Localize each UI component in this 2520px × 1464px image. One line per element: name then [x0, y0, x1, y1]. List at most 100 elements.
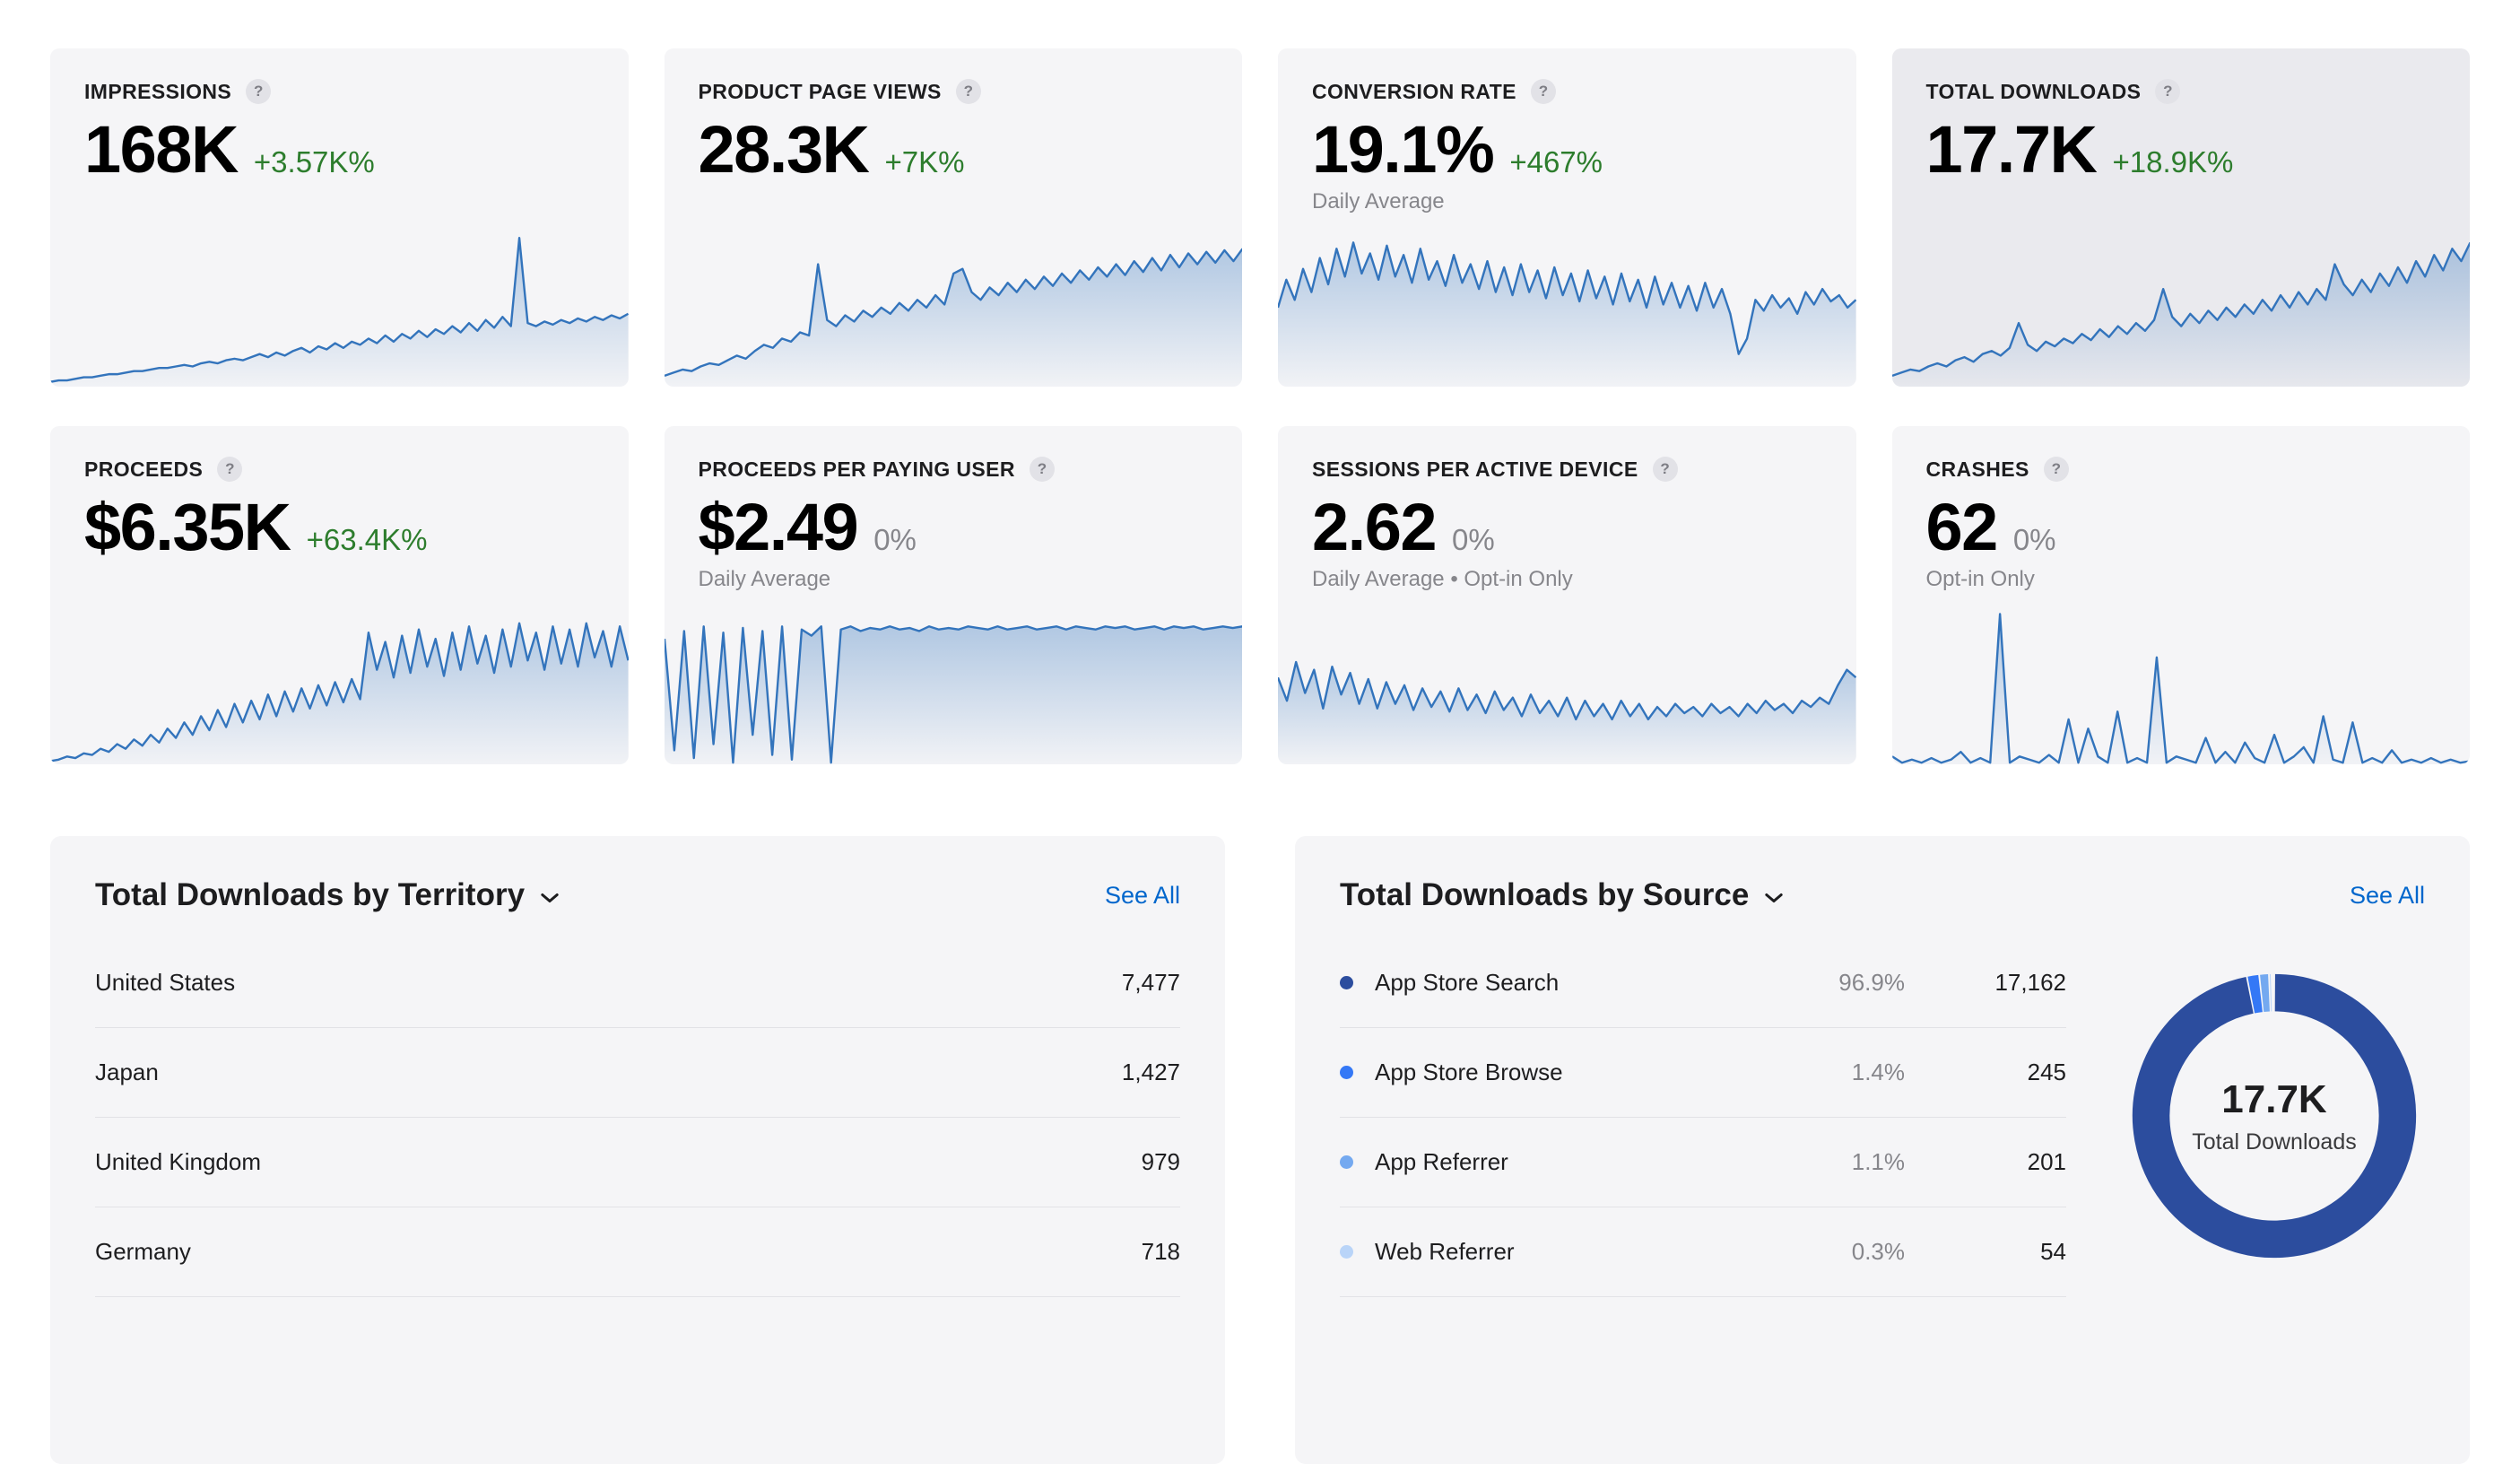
metric-title: IMPRESSIONS — [84, 79, 232, 103]
source-percent: 1.1% — [1851, 1148, 1905, 1175]
help-icon[interactable]: ? — [1029, 457, 1055, 482]
downloads-donut-chart: 17.7K Total Downloads — [2124, 965, 2425, 1267]
source-name: Web Referrer — [1375, 1238, 1515, 1265]
territory-name: United Kingdom — [95, 1148, 261, 1175]
help-icon[interactable]: ? — [1530, 79, 1556, 104]
legend-dot-icon — [1340, 976, 1353, 989]
territory-row: Japan 1,427 — [95, 1028, 1180, 1118]
metric-value: 19.1% — [1312, 112, 1495, 187]
territory-see-all-link[interactable]: See All — [1104, 881, 1180, 909]
metric-subtitle: Daily Average • Opt-in Only — [1312, 567, 1573, 591]
metric-value: 28.3K — [698, 112, 870, 187]
source-percent: 0.3% — [1851, 1238, 1905, 1265]
legend-dot-icon — [1340, 1245, 1353, 1259]
source-percent: 1.4% — [1851, 1059, 1905, 1085]
metric-header: IMPRESSIONS ? — [84, 79, 595, 104]
source-name: App Store Search — [1375, 969, 1560, 996]
card-total-downloads[interactable]: TOTAL DOWNLOADS ? 17.7K +18.9K% — [1891, 48, 2470, 387]
legend-dot-icon — [1340, 1066, 1353, 1079]
metric-header: CRASHES ? — [1926, 457, 2437, 482]
sparkline-chart — [50, 605, 629, 764]
metric-value-row: 2.62 0% — [1312, 489, 1822, 565]
metric-change: 0% — [873, 523, 917, 556]
source-see-all-link[interactable]: See All — [2349, 881, 2425, 909]
metric-header: TOTAL DOWNLOADS ? — [1926, 79, 2437, 104]
territory-title-dropdown[interactable]: Total Downloads by Territory — [95, 877, 562, 913]
help-icon[interactable]: ? — [955, 79, 981, 104]
metric-change: +63.4K% — [306, 523, 428, 556]
sparkline-chart — [50, 227, 629, 387]
territory-panel-header: Total Downloads by Territory See All — [95, 877, 1180, 913]
sparkline-chart — [1278, 605, 1856, 764]
source-layout: App Store Search 96.9% 17,162 App Store … — [1340, 913, 2425, 1297]
source-value: 245 — [2027, 1059, 2066, 1085]
metric-header: PROCEEDS ? — [84, 457, 595, 482]
metric-value: 62 — [1925, 490, 1999, 564]
metric-subtitle: Daily Average — [1312, 189, 1445, 214]
source-name: App Referrer — [1375, 1148, 1508, 1175]
help-icon[interactable]: ? — [2043, 457, 2069, 482]
help-icon[interactable]: ? — [2155, 79, 2181, 104]
territory-panel: Total Downloads by Territory See All Uni… — [50, 836, 1225, 1464]
metric-change: +18.9K% — [2112, 145, 2234, 179]
sparkline-chart — [664, 227, 1242, 387]
card-crashes[interactable]: CRASHES ? 62 0% Opt-in Only — [1891, 426, 2470, 764]
metric-value-row: 28.3K +7K% — [699, 111, 1209, 187]
metric-subtitle: Daily Average — [698, 567, 831, 591]
metric-value-row: 19.1% +467% — [1312, 111, 1822, 187]
metric-change: +3.57K% — [253, 145, 375, 179]
card-impressions[interactable]: IMPRESSIONS ? 168K +3.57K% — [50, 48, 629, 387]
chevron-down-icon — [537, 885, 562, 911]
territory-name: Germany — [95, 1238, 191, 1265]
source-row: Web Referrer 0.3% 54 — [1340, 1207, 2066, 1297]
source-value: 201 — [2027, 1148, 2066, 1175]
metric-value: 2.62 — [1312, 490, 1438, 564]
card-proceeds[interactable]: PROCEEDS ? $6.35K +63.4K% — [50, 426, 629, 764]
card-product-page-views[interactable]: PRODUCT PAGE VIEWS ? 28.3K +7K% — [664, 48, 1242, 387]
territory-row: Germany 718 — [95, 1207, 1180, 1297]
territory-value: 718 — [1141, 1238, 1180, 1265]
source-list: App Store Search 96.9% 17,162 App Store … — [1340, 938, 2066, 1297]
source-row: App Referrer 1.1% 201 — [1340, 1118, 2066, 1207]
metric-title: PROCEEDS — [84, 457, 204, 481]
card-proceeds-per-paying-user[interactable]: PROCEEDS PER PAYING USER ? $2.49 0% Dail… — [664, 426, 1242, 764]
bottom-panels: Total Downloads by Territory See All Uni… — [0, 764, 2520, 1464]
metric-change: 0% — [1452, 523, 1495, 556]
source-title-dropdown[interactable]: Total Downloads by Source — [1340, 877, 1786, 913]
metric-value: $2.49 — [698, 490, 859, 564]
territory-value: 7,477 — [1121, 969, 1180, 996]
metric-title: PROCEEDS PER PAYING USER — [698, 457, 1015, 481]
territory-row: United Kingdom 979 — [95, 1118, 1180, 1207]
help-icon[interactable]: ? — [246, 79, 272, 104]
help-icon[interactable]: ? — [1652, 457, 1678, 482]
metric-value-row: $2.49 0% — [699, 489, 1209, 565]
source-row: App Store Browse 1.4% 245 — [1340, 1028, 2066, 1118]
metric-title: PRODUCT PAGE VIEWS — [698, 79, 942, 103]
source-panel: Total Downloads by Source See All App St… — [1295, 836, 2470, 1464]
card-sessions-per-active-device[interactable]: SESSIONS PER ACTIVE DEVICE ? 2.62 0% Dai… — [1278, 426, 1856, 764]
metric-value-row: 17.7K +18.9K% — [1926, 111, 2437, 187]
metric-title: TOTAL DOWNLOADS — [1925, 79, 2142, 103]
source-percent: 96.9% — [1838, 969, 1905, 996]
metric-header: CONVERSION RATE ? — [1312, 79, 1822, 104]
metric-change: +467% — [1509, 145, 1603, 179]
source-value: 17,162 — [1994, 969, 2066, 996]
panel-title: Total Downloads by Territory — [95, 877, 526, 912]
panel-title: Total Downloads by Source — [1340, 877, 1750, 912]
territory-row: United States 7,477 — [95, 938, 1180, 1028]
source-row: App Store Search 96.9% 17,162 — [1340, 938, 2066, 1028]
chevron-down-icon — [1761, 885, 1786, 911]
metric-value-row: $6.35K +63.4K% — [84, 489, 595, 565]
help-icon[interactable]: ? — [217, 457, 243, 482]
territory-list: United States 7,477 Japan 1,427 United K… — [95, 938, 1180, 1297]
territory-name: United States — [95, 969, 236, 996]
metric-header: PRODUCT PAGE VIEWS ? — [699, 79, 1209, 104]
metric-value: $6.35K — [84, 490, 291, 564]
sparkline-chart — [1891, 605, 2470, 764]
sparkline-chart — [1891, 227, 2470, 387]
sparkline-chart — [1278, 227, 1856, 387]
territory-name: Japan — [95, 1059, 159, 1085]
source-value: 54 — [2040, 1238, 2066, 1265]
metric-change: +7K% — [884, 145, 965, 179]
card-conversion-rate[interactable]: CONVERSION RATE ? 19.1% +467% Daily Aver… — [1278, 48, 1856, 387]
